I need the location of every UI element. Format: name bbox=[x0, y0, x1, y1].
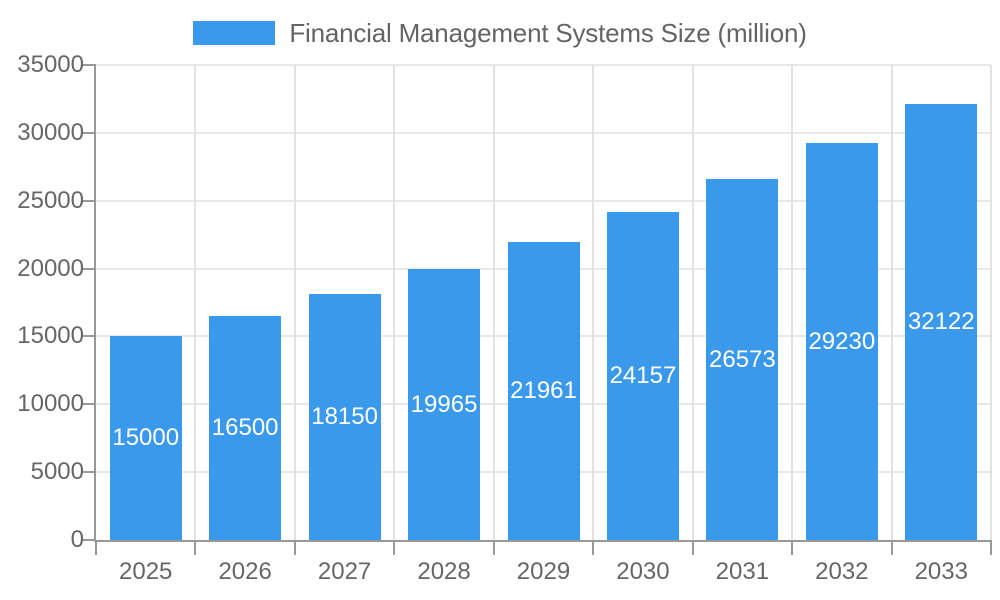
bar: 29230 bbox=[805, 143, 878, 540]
x-tick bbox=[990, 540, 992, 555]
bar-value-label: 26573 bbox=[709, 345, 776, 373]
y-axis-label: 15000 bbox=[17, 322, 84, 350]
bar-value-label: 18150 bbox=[311, 402, 378, 430]
v-gridline bbox=[791, 65, 794, 540]
v-gridline bbox=[492, 65, 495, 540]
y-tick bbox=[82, 471, 94, 474]
v-gridline bbox=[393, 65, 396, 540]
x-axis-line bbox=[94, 540, 991, 542]
y-axis-label: 5000 bbox=[30, 458, 84, 486]
y-axis-label: 25000 bbox=[17, 186, 84, 214]
plot-area: 0 5000 10000 15000 20000 25000 30000 35000 15000… bbox=[17, 51, 992, 585]
bar: 24157 bbox=[606, 212, 679, 540]
x-axis-label: 2027 bbox=[317, 558, 372, 585]
y-axis-line bbox=[94, 64, 96, 542]
y-axis-label: 10000 bbox=[17, 390, 84, 418]
x-axis-label: 2029 bbox=[516, 558, 571, 585]
bar: 26573 bbox=[706, 179, 779, 540]
legend: Financial Management Systems Size (milli… bbox=[0, 16, 1000, 50]
x-tick bbox=[592, 540, 595, 555]
x-tick bbox=[890, 540, 893, 555]
y-axis-label: 30000 bbox=[17, 118, 84, 146]
h-gridline bbox=[96, 64, 991, 66]
x-axis-label: 2025 bbox=[119, 558, 173, 585]
bar-value-label: 16500 bbox=[211, 414, 279, 442]
h-gridline bbox=[96, 199, 991, 202]
y-axis-label: 20000 bbox=[17, 254, 84, 282]
legend-swatch-icon bbox=[193, 21, 276, 45]
y-tick bbox=[82, 64, 94, 66]
x-axis-label: 2030 bbox=[616, 558, 670, 585]
v-gridline bbox=[890, 65, 893, 540]
h-gridline bbox=[96, 131, 991, 134]
x-axis-label: 2033 bbox=[914, 558, 968, 585]
y-tick bbox=[82, 403, 94, 406]
bar: 16500 bbox=[209, 316, 282, 540]
x-axis-label: 2028 bbox=[417, 558, 471, 585]
x-tick bbox=[293, 540, 296, 555]
bar-value-label: 24157 bbox=[609, 362, 677, 390]
bar: 32122 bbox=[905, 104, 978, 540]
bar: 21961 bbox=[507, 241, 580, 540]
bar-value-label: 15000 bbox=[112, 424, 180, 452]
bar-value-label: 32122 bbox=[907, 308, 975, 336]
x-axis-label: 2031 bbox=[715, 558, 770, 585]
x-tick bbox=[492, 540, 495, 555]
bar: 19965 bbox=[408, 269, 481, 540]
y-axis-label: 0 bbox=[70, 526, 84, 553]
v-gridline bbox=[691, 65, 694, 540]
bar: 15000 bbox=[109, 336, 182, 540]
y-axis-label: 35000 bbox=[17, 51, 84, 78]
x-tick bbox=[393, 540, 396, 555]
bar-value-label: 21961 bbox=[510, 376, 577, 404]
v-gridline bbox=[293, 65, 296, 540]
v-gridline bbox=[592, 65, 595, 540]
bar-value-label: 19965 bbox=[410, 390, 478, 418]
y-tick bbox=[82, 131, 94, 134]
x-axis-label: 2026 bbox=[218, 558, 272, 585]
y-tick bbox=[82, 199, 94, 202]
bar-value-label: 29230 bbox=[808, 327, 876, 355]
x-tick bbox=[194, 540, 197, 555]
v-gridline bbox=[990, 65, 992, 540]
v-gridline bbox=[194, 65, 197, 540]
x-tick bbox=[95, 540, 97, 555]
x-axis-label: 2032 bbox=[815, 558, 869, 585]
x-tick bbox=[691, 540, 694, 555]
x-tick bbox=[791, 540, 794, 555]
y-tick bbox=[82, 539, 94, 541]
legend-label: Financial Management Systems Size (milli… bbox=[289, 17, 807, 48]
y-tick bbox=[82, 335, 94, 338]
y-tick bbox=[82, 267, 94, 270]
bar: 18150 bbox=[308, 293, 381, 540]
